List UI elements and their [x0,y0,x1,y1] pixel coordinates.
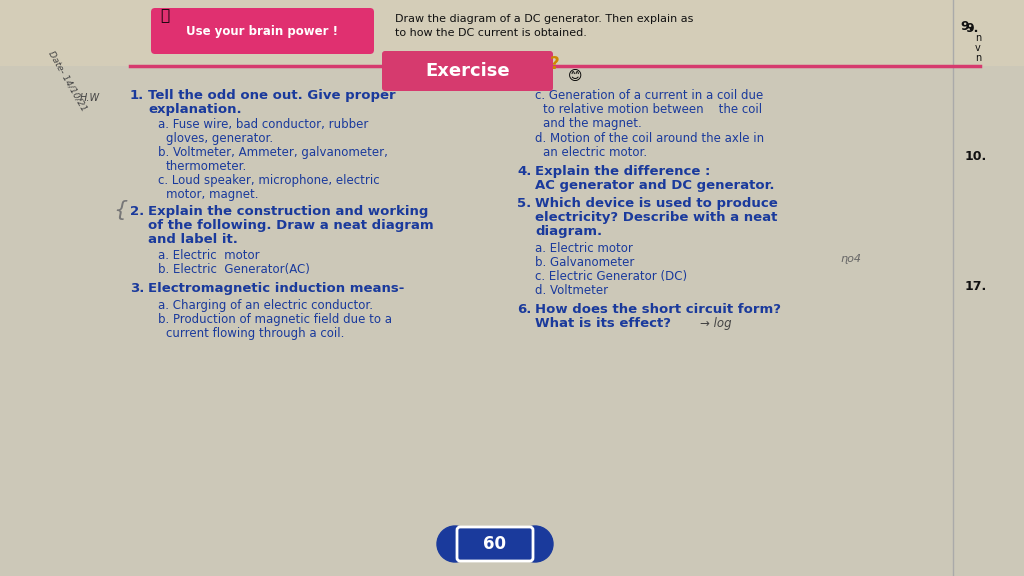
Text: and the magnet.: and the magnet. [543,117,642,130]
Text: ?: ? [550,55,560,73]
Text: 9.: 9. [961,20,974,32]
FancyBboxPatch shape [0,0,1024,66]
Text: 6.: 6. [517,303,531,316]
Text: and label it.: and label it. [148,233,238,246]
Text: ❄: ❄ [445,534,464,554]
FancyBboxPatch shape [382,51,553,91]
Text: thermometer.: thermometer. [166,160,247,173]
Text: b. Production of magnetic field due to a: b. Production of magnetic field due to a [158,313,392,326]
Text: Which device is used to produce: Which device is used to produce [535,197,778,210]
Text: an electric motor.: an electric motor. [543,146,647,160]
Circle shape [517,526,553,562]
Text: n: n [975,33,981,43]
Text: diagram.: diagram. [535,225,602,238]
Text: 📖: 📖 [161,9,170,24]
Text: Exercise: Exercise [426,62,510,80]
Text: a. Charging of an electric conductor.: a. Charging of an electric conductor. [158,299,373,312]
Text: 1.: 1. [130,89,144,102]
Text: 2.: 2. [130,205,144,218]
Text: 60: 60 [483,535,507,553]
Text: a. Electric motor: a. Electric motor [535,241,633,255]
Text: b. Voltmeter, Ammeter, galvanometer,: b. Voltmeter, Ammeter, galvanometer, [158,146,388,160]
Text: Tell the odd one out. Give proper: Tell the odd one out. Give proper [148,89,395,102]
Text: 9.: 9. [965,21,978,35]
Text: b. Electric  Generator(AC): b. Electric Generator(AC) [158,263,310,275]
Text: ❄: ❄ [525,534,545,554]
Text: Draw the diagram of a DC generator. Then explain as
to how the DC current is obt: Draw the diagram of a DC generator. Then… [395,14,693,38]
Text: 3.: 3. [130,282,144,295]
Text: 😊: 😊 [567,69,583,83]
Text: How does the short circuit form?: How does the short circuit form? [535,303,781,316]
Text: Date- 14/10/21: Date- 14/10/21 [47,50,89,113]
Circle shape [437,526,473,562]
Text: a. Electric  motor: a. Electric motor [158,249,260,262]
Text: → log: → log [700,317,731,330]
FancyBboxPatch shape [151,8,374,54]
Text: c. Loud speaker, microphone, electric: c. Loud speaker, microphone, electric [158,175,380,187]
Text: n: n [975,53,981,63]
Text: What is its effect?: What is its effect? [535,317,671,330]
Text: of the following. Draw a neat diagram: of the following. Draw a neat diagram [148,219,433,232]
Text: a. Fuse wire, bad conductor, rubber: a. Fuse wire, bad conductor, rubber [158,119,369,131]
Text: 5.: 5. [517,197,531,210]
Text: Use your brain power !: Use your brain power ! [186,25,338,37]
Text: d. Voltmeter: d. Voltmeter [535,283,608,297]
Text: Explain the difference :: Explain the difference : [535,165,711,177]
Text: d. Motion of the coil around the axle in: d. Motion of the coil around the axle in [535,132,764,145]
Text: gloves, generator.: gloves, generator. [166,132,273,145]
Text: AC generator and DC generator.: AC generator and DC generator. [535,179,774,192]
Text: H.W: H.W [80,93,100,103]
Text: Electromagnetic induction means-: Electromagnetic induction means- [148,282,404,295]
Text: electricity? Describe with a neat: electricity? Describe with a neat [535,211,777,224]
Text: 10.: 10. [965,150,987,162]
Text: {: { [113,200,127,220]
Text: Explain the construction and working: Explain the construction and working [148,205,428,218]
Text: 4.: 4. [517,165,531,177]
Text: to relative motion between    the coil: to relative motion between the coil [543,103,762,116]
Text: c. Generation of a current in a coil due: c. Generation of a current in a coil due [535,89,763,102]
FancyBboxPatch shape [457,527,534,561]
Text: 17.: 17. [965,279,987,293]
Text: explanation.: explanation. [148,103,242,116]
Text: current flowing through a coil.: current flowing through a coil. [166,327,344,340]
Text: c. Electric Generator (DC): c. Electric Generator (DC) [535,270,687,283]
Text: b. Galvanometer: b. Galvanometer [535,256,635,268]
Text: motor, magnet.: motor, magnet. [166,188,258,202]
Text: v: v [975,43,981,53]
Text: ɳo4: ɳo4 [840,253,861,264]
